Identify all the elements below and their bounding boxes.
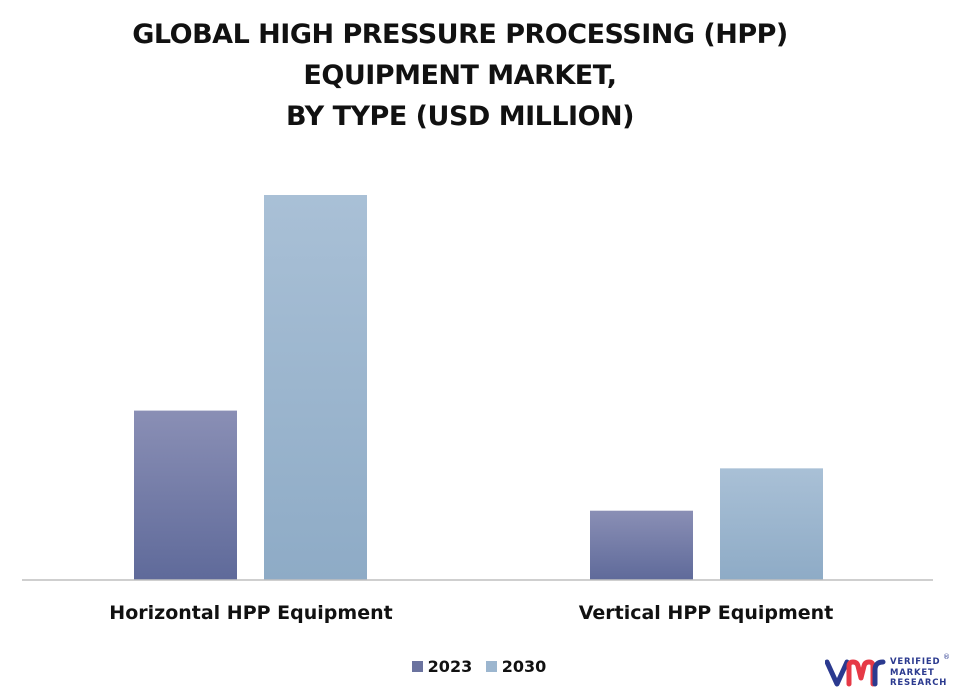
category-label-vertical: Vertical HPP Equipment [579, 602, 834, 624]
registered-mark: ® [943, 653, 950, 661]
vmr-logo-mark-icon [825, 659, 886, 687]
legend-label-2030: 2030 [501, 657, 547, 676]
category-label-horizontal: Horizontal HPP Equipment [109, 602, 392, 624]
legend-swatch-2030 [485, 661, 497, 672]
bar-2030-vertical [720, 468, 823, 580]
chart-title-line-2: EQUIPMENT MARKET, [303, 60, 617, 91]
bar-2030-horizontal [264, 195, 367, 580]
bar-2023-horizontal [134, 410, 237, 580]
vmr-logo: VERIFIED MARKET RESEARCH ® [825, 653, 950, 690]
legend: 2023 2030 [0, 657, 958, 676]
bars-group [134, 195, 823, 580]
vmr-logo-text: VERIFIED MARKET RESEARCH [890, 657, 948, 688]
bar-2023-vertical [590, 510, 693, 580]
chart-title-line-1: GLOBAL HIGH PRESSURE PROCESSING (HPP) [132, 19, 788, 50]
chart-title: GLOBAL HIGH PRESSURE PROCESSING (HPP) EQ… [0, 14, 920, 137]
legend-item-2023: 2023 [411, 657, 473, 676]
legend-item-2030: 2030 [485, 657, 547, 676]
legend-label-2023: 2023 [427, 657, 473, 676]
chart-title-line-3: BY TYPE (USD MILLION) [286, 101, 634, 132]
legend-swatch-2023 [411, 661, 423, 672]
